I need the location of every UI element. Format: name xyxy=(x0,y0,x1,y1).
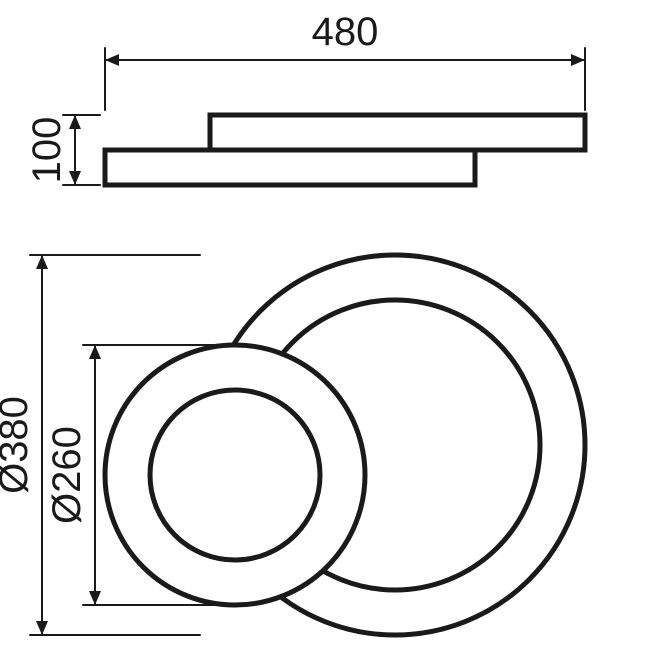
dim-height-label: 100 xyxy=(25,117,69,184)
dim-width-label: 480 xyxy=(312,10,379,54)
dim-dia-large-label: Ø380 xyxy=(0,396,36,494)
dim-dia-small-label: Ø260 xyxy=(45,426,89,524)
technical-drawing: 480 100 Ø380Ø260 xyxy=(0,0,649,661)
drawing-svg: 480 100 Ø380Ø260 xyxy=(0,0,649,661)
